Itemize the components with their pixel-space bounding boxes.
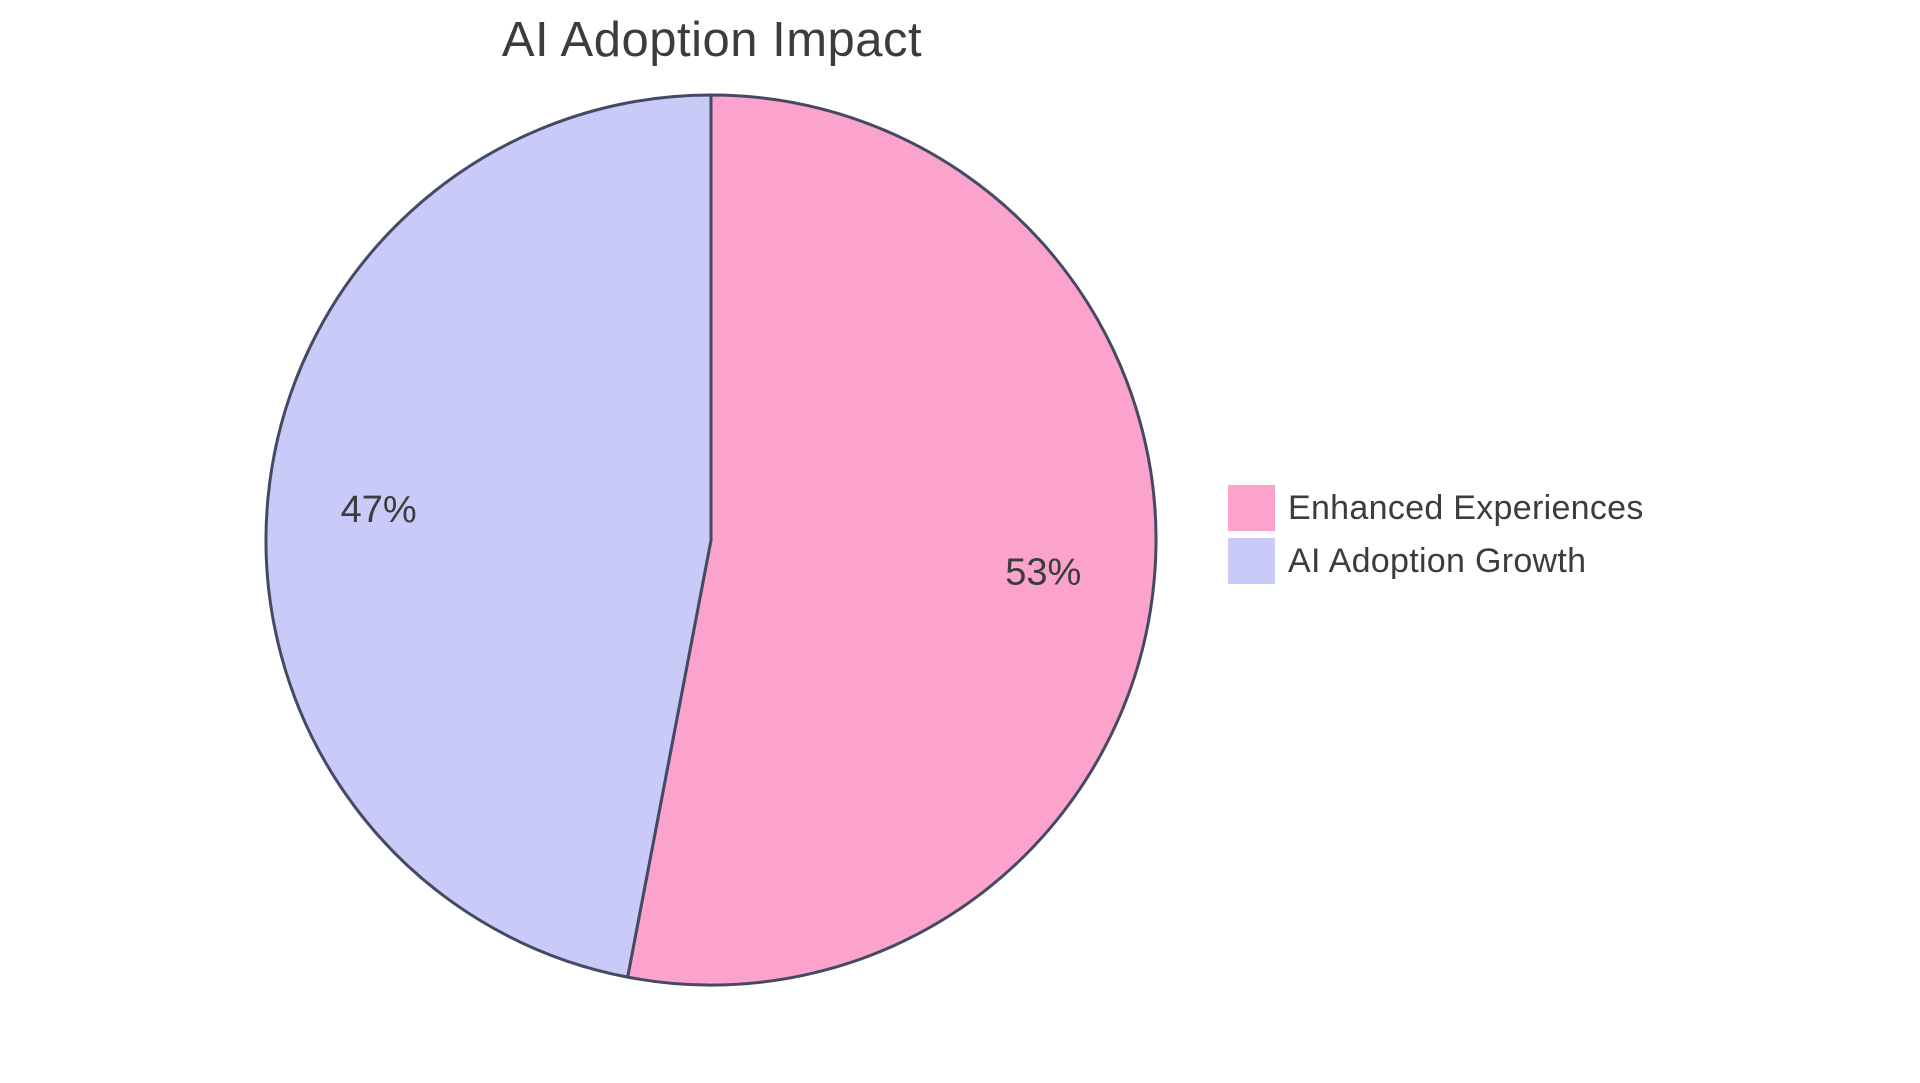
- legend-label-ai-adoption-growth: AI Adoption Growth: [1288, 541, 1587, 580]
- legend-item-enhanced-experiences[interactable]: Enhanced Experiences: [1228, 485, 1644, 531]
- legend-swatch-enhanced-experiences[interactable]: [1228, 485, 1275, 531]
- pie-slice-enhanced-experiences: [626, 93, 1158, 987]
- pie-slice-percent-label-enhanced-experiences: 53%: [1005, 552, 1081, 594]
- chart-title: AI Adoption Impact: [501, 13, 923, 67]
- legend: Enhanced Experiences AI Adoption Growth: [1228, 485, 1644, 591]
- legend-swatch-ai-adoption-growth[interactable]: [1228, 538, 1275, 584]
- legend-item-ai-adoption-growth[interactable]: AI Adoption Growth: [1228, 538, 1644, 584]
- legend-label-enhanced-experiences: Enhanced Experiences: [1288, 488, 1644, 527]
- pie-slice-ai-adoption-growth: [264, 93, 713, 979]
- pie-slice-percent-label-ai-adoption-growth: 47%: [341, 489, 417, 531]
